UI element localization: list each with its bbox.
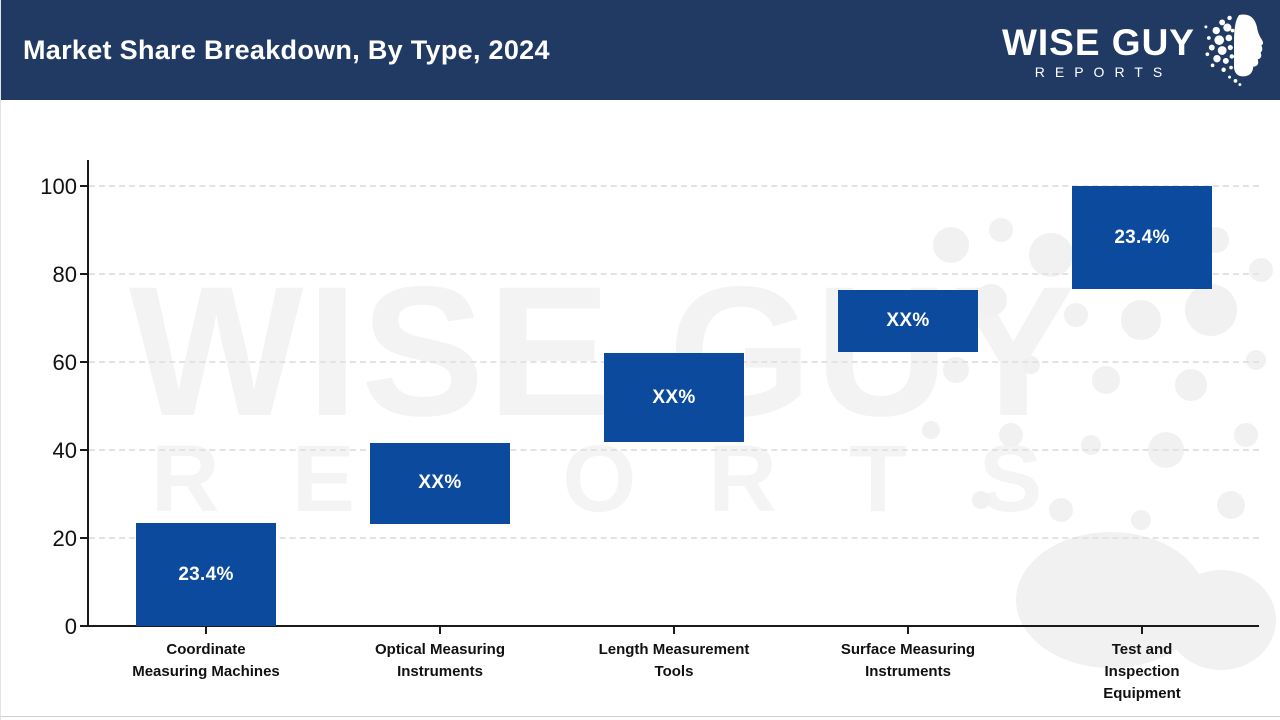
y-gridline — [89, 185, 1259, 188]
watermark-face-dots — [911, 218, 1276, 670]
y-gridline — [89, 273, 1259, 276]
x-axis-tick — [673, 627, 675, 634]
bar-value-label: 23.4% — [1114, 226, 1170, 248]
y-axis-label: 40 — [52, 438, 77, 464]
y-axis-tick — [80, 449, 87, 452]
x-axis-tick — [439, 627, 441, 634]
page-title: Market Share Breakdown, By Type, 2024 — [23, 34, 550, 65]
bar-value-label: XX% — [418, 472, 462, 494]
waterfall-bar: 23.4% — [136, 523, 276, 626]
category-label: Surface Measuring Instruments — [840, 641, 976, 680]
y-axis-label: 60 — [52, 350, 77, 376]
waterfall-bar: XX% — [370, 443, 510, 524]
watermark-subtitle: REPORTS — [151, 426, 1115, 532]
y-axis-tick — [80, 537, 87, 540]
bar-value-label: XX% — [652, 386, 696, 408]
wiseguy-face-icon — [1204, 14, 1264, 87]
wiseguy-logo-text: WISE GUY REPORTS — [1001, 21, 1195, 81]
bar-value-label: XX% — [886, 309, 930, 331]
x-axis-tick — [907, 627, 909, 634]
x-axis-tick — [1141, 627, 1143, 634]
bar-value-label: 23.4% — [178, 563, 234, 585]
x-axis-line — [87, 625, 1259, 627]
wiseguy-logo: WISE GUY REPORTS — [1002, 10, 1271, 94]
y-axis-tick — [80, 625, 87, 627]
header-bar: Market Share Breakdown, By Type, 2024 WI… — [1, 0, 1280, 100]
y-axis-label: 20 — [52, 526, 77, 552]
y-gridline — [89, 537, 1259, 540]
category-label: Test and Inspection Equipment — [1103, 641, 1181, 702]
category-label: Optical Measuring Instruments — [374, 641, 506, 680]
y-axis-label: 100 — [40, 174, 77, 200]
y-axis-tick — [80, 361, 87, 364]
bottom-divider — [1, 716, 1280, 717]
y-axis-tick — [80, 273, 87, 276]
y-axis-label: 80 — [52, 262, 77, 288]
y-axis-line — [87, 160, 89, 626]
logo-wordmark: WISE GUY — [1001, 21, 1195, 63]
waterfall-bar: 23.4% — [1072, 186, 1212, 289]
y-axis-label: 0 — [64, 614, 77, 639]
logo-subtitle: REPORTS — [1034, 64, 1173, 81]
category-label: Length Measurement Tools — [598, 641, 750, 680]
category-label: Coordinate Measuring Machines — [132, 641, 280, 680]
x-axis-tick — [205, 627, 207, 634]
y-axis-tick — [80, 185, 87, 188]
y-gridline — [89, 449, 1259, 452]
waterfall-bar: XX% — [604, 352, 744, 443]
waterfall-bar: XX% — [838, 289, 978, 353]
